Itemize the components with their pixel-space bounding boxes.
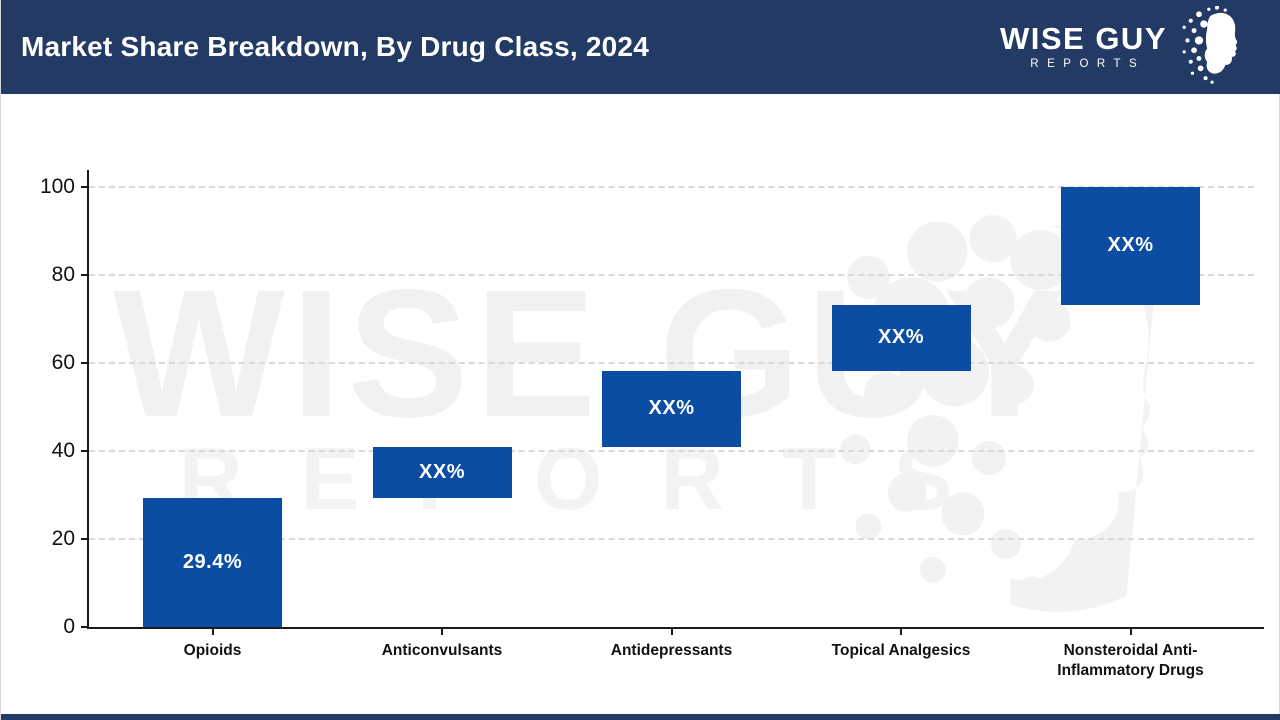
x-axis-category-label: Nonsteroidal Anti-Inflammatory Drugs [1057,642,1204,680]
footer-bar [1,714,1280,720]
waterfall-bar-topical-analgesics: XX% [831,304,971,371]
y-axis-line [87,170,89,629]
y-axis-tick-label: 40 [51,439,75,462]
bar-value-label: 29.4% [182,550,243,573]
gridline-40 [89,450,1254,452]
x-axis-tick-mark [441,627,443,635]
x-axis-category-label: Topical Analgesics [831,642,971,659]
gridline-80 [89,274,1254,276]
gridline-100 [89,186,1254,188]
y-axis-tick-mark [81,186,89,188]
x-axis-tick-mark [1129,627,1132,635]
y-axis-tick-label: 100 [39,175,75,198]
watermark-text-secondary: REPORTS [179,429,1011,528]
gridline-60 [89,362,1254,364]
y-axis-tick-mark [81,626,89,628]
waterfall-bar-opioids: 29.4% [143,497,282,627]
waterfall-bar-nonsteroidal-anti-inflammatory-drugs: XX% [1061,187,1200,305]
waterfall-bar-anticonvulsants: XX% [372,446,512,498]
brand-face-icon [1182,6,1238,84]
bar-value-label: XX% [878,326,924,349]
page-title: Market Share Breakdown, By Drug Class, 2… [21,31,649,62]
brand-subname: REPORTS [1030,58,1146,71]
x-axis-line [87,627,1264,629]
x-axis-tick-mark [900,627,902,635]
x-axis-category-label: Anticonvulsants [381,642,503,659]
brand-logo: WISE GUY REPORTS [1000,6,1247,88]
y-axis-tick-mark [81,538,89,540]
y-axis-tick-label: 0 [63,615,75,638]
y-axis-tick-label: 60 [51,351,75,374]
brand-name: WISE GUY [999,21,1167,57]
x-axis-category-label: Opioids [183,642,242,659]
x-axis-category-label: Antidepressants [610,642,733,659]
y-axis-tick-label: 20 [51,527,75,550]
bar-value-label: XX% [419,460,465,483]
brand-logo-text: WISE GUY REPORTS [1000,23,1167,71]
x-axis-tick-mark [670,627,673,635]
gridline-20 [89,538,1254,540]
y-axis-tick-mark [81,362,89,364]
bar-value-label: XX% [1107,234,1154,257]
y-axis-tick-label: 80 [51,263,75,286]
y-axis-tick-mark [81,274,89,276]
x-axis-tick-mark [211,627,214,635]
bar-value-label: XX% [648,397,695,420]
header-bar: Market Share Breakdown, By Drug Class, 2… [1,0,1280,94]
y-axis-tick-mark [81,450,89,452]
waterfall-bar-antidepressants: XX% [602,370,741,447]
